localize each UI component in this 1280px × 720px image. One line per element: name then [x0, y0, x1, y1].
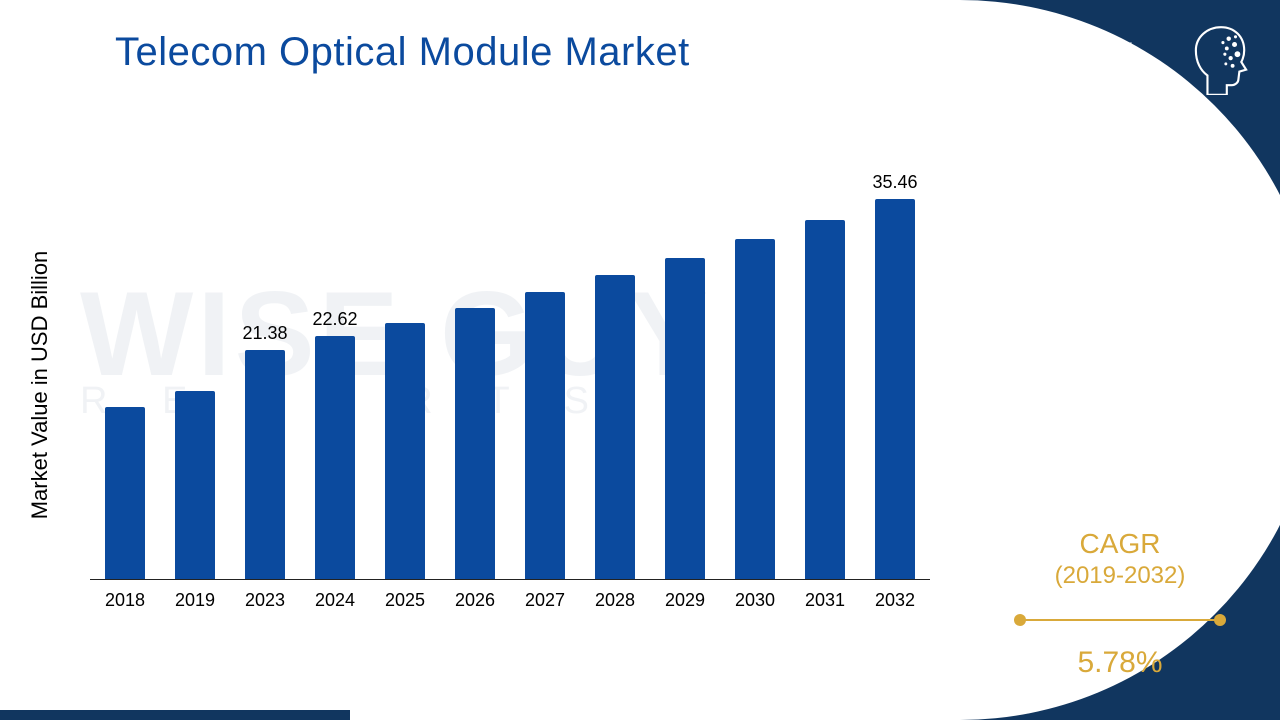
- bar: [875, 199, 916, 579]
- x-tick-label: 2023: [230, 580, 300, 620]
- x-tick-label: 2018: [90, 580, 160, 620]
- bar-data-label: 22.62: [300, 309, 370, 330]
- x-tick-label: 2025: [370, 580, 440, 620]
- chart-title: Telecom Optical Module Market: [115, 30, 690, 75]
- bar: [455, 308, 496, 579]
- x-tick-label: 2027: [510, 580, 580, 620]
- cagr-divider: [1020, 608, 1220, 632]
- logo-line2: R E P O R T S: [973, 68, 1184, 84]
- bar-data-label: 35.46: [860, 172, 930, 193]
- bar-slot: [510, 150, 580, 579]
- bar-slot: 35.46: [860, 150, 930, 579]
- cagr-label: CAGR: [1000, 528, 1240, 560]
- bar: [105, 407, 146, 579]
- cagr-block: CAGR (2019-2032) 5.78%: [1000, 528, 1240, 680]
- bar: [735, 239, 776, 579]
- bar-slot: [650, 150, 720, 579]
- bar-chart: Market Value in USD Billion 21.3822.6235…: [50, 150, 930, 620]
- x-tick-label: 2028: [580, 580, 650, 620]
- bar-slot: [160, 150, 230, 579]
- x-tick-label: 2029: [650, 580, 720, 620]
- x-tick-label: 2032: [860, 580, 930, 620]
- bar-slot: [90, 150, 160, 579]
- logo-line1: WISE GUY: [973, 36, 1184, 70]
- x-tick-label: 2030: [720, 580, 790, 620]
- y-axis-label: Market Value in USD Billion: [27, 251, 53, 520]
- bar: [805, 220, 846, 579]
- bar-slot: 22.62: [300, 150, 370, 579]
- bar-slot: [370, 150, 440, 579]
- bar: [245, 350, 286, 579]
- bar: [385, 323, 426, 579]
- cagr-range: (2019-2032): [1000, 562, 1240, 590]
- plot-area: 21.3822.62 35.46: [90, 150, 930, 580]
- stage: WISE GUYR E P O R T S Telecom Optical Mo…: [0, 0, 1280, 720]
- brand-logo: WISE GUY R E P O R T S: [973, 25, 1250, 95]
- bottom-strip: [0, 710, 350, 720]
- head-icon: [1192, 25, 1250, 95]
- x-tick-label: 2031: [790, 580, 860, 620]
- x-tick-label: 2026: [440, 580, 510, 620]
- bar: [175, 391, 216, 579]
- bar-slot: [440, 150, 510, 579]
- x-tick-label: 2024: [300, 580, 370, 620]
- bar-slot: [580, 150, 650, 579]
- bar: [525, 292, 566, 579]
- bar: [315, 336, 356, 579]
- bar: [665, 258, 706, 579]
- x-tick-label: 2019: [160, 580, 230, 620]
- bar: [595, 275, 636, 579]
- x-axis-ticks: 2018201920232024202520262027202820292030…: [90, 580, 930, 620]
- bar-slot: [720, 150, 790, 579]
- bar-slot: [790, 150, 860, 579]
- bar-slot: 21.38: [230, 150, 300, 579]
- cagr-value: 5.78%: [1000, 646, 1240, 680]
- bar-data-label: 21.38: [230, 323, 300, 344]
